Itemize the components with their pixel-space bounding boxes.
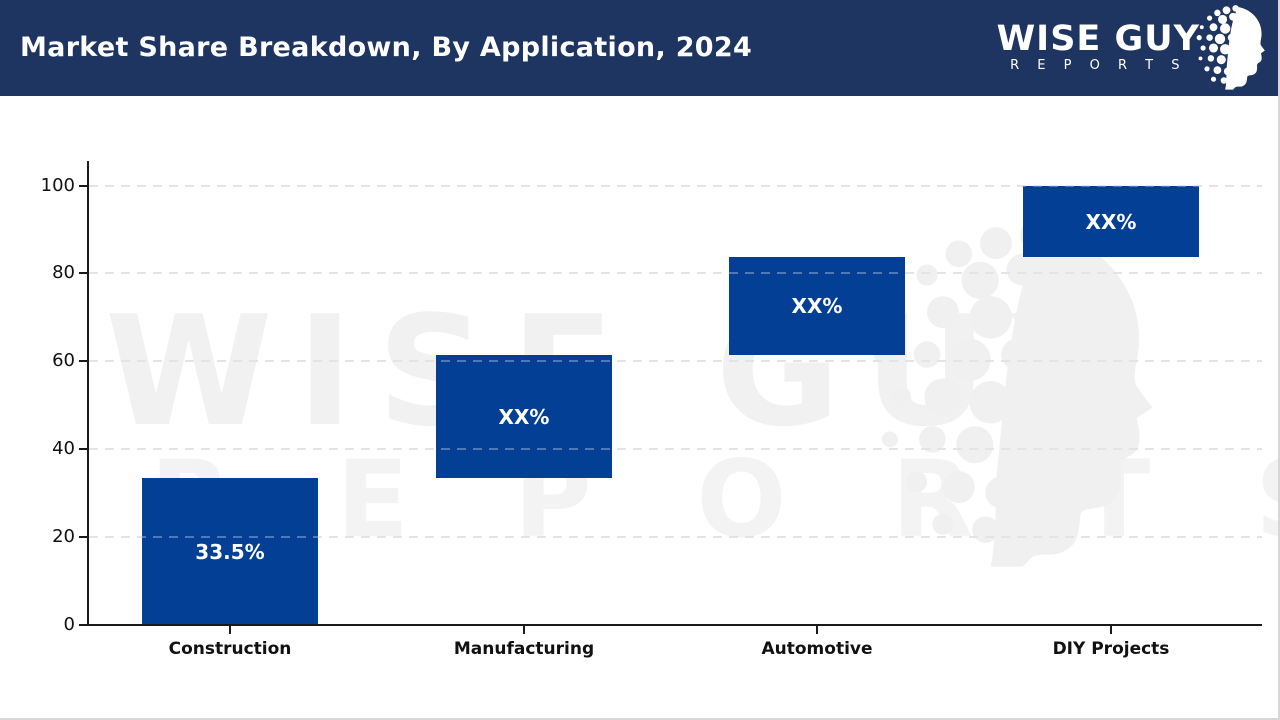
y-tick-label-80: 80 <box>52 262 75 283</box>
bar-manufacturing-value-label: XX% <box>498 404 550 429</box>
wiseguy-logo: WISE GUY R E P O R T S <box>997 0 1272 96</box>
y-tick-label-100: 100 <box>40 175 75 196</box>
y-axis-spine <box>87 161 89 626</box>
x-tick-manufacturing <box>523 626 525 634</box>
gridline-overlay-20 <box>89 536 1262 538</box>
bar-construction-value-label: 33.5% <box>195 539 265 564</box>
y-tick-40 <box>79 448 87 450</box>
bar-manufacturing: XX% <box>436 355 612 478</box>
gridline-overlay-80 <box>89 272 1262 274</box>
gridline-overlay-40 <box>89 448 1262 450</box>
y-tick-60 <box>79 360 87 362</box>
gridline-overlay-60 <box>89 360 1262 362</box>
y-tick-20 <box>79 536 87 538</box>
y-tick-label-60: 60 <box>52 350 75 371</box>
bar-automotive-value-label: XX% <box>791 294 843 318</box>
x-tick-automotive <box>816 626 818 634</box>
logo-text: WISE GUY R E P O R T S <box>997 22 1200 74</box>
y-tick-100 <box>79 185 87 187</box>
gridline-100 <box>89 185 1262 187</box>
header-band: Market Share Breakdown, By Application, … <box>0 0 1278 96</box>
category-label-diy-projects: DIY Projects <box>1052 639 1170 659</box>
gridline-20 <box>89 536 1262 538</box>
gridline-80 <box>89 272 1262 274</box>
y-tick-80 <box>79 272 87 274</box>
gridline-overlay-100 <box>89 185 1262 187</box>
y-tick-label-40: 40 <box>52 438 75 459</box>
logo-wordmark: WISE GUY <box>996 19 1200 59</box>
x-tick-diy-projects <box>1110 626 1112 634</box>
watermark-face-icon <box>874 222 1153 567</box>
dotted-face-logo-icon <box>1196 5 1265 90</box>
bar-automotive: XX% <box>729 257 905 355</box>
y-tick-label-0: 0 <box>63 614 75 635</box>
bar-diy-projects-value-label: XX% <box>1085 209 1137 234</box>
category-label-automotive: Automotive <box>761 639 873 659</box>
x-tick-construction <box>229 626 231 634</box>
category-label-construction: Construction <box>168 639 292 659</box>
gridline-60 <box>89 360 1262 362</box>
y-tick-0 <box>79 624 87 626</box>
bar-diy-projects: XX% <box>1023 186 1199 257</box>
chart-title: Market Share Breakdown, By Application, … <box>20 32 753 63</box>
gridline-40 <box>89 448 1262 450</box>
category-label-manufacturing: Manufacturing <box>453 639 595 659</box>
x-axis-spine <box>85 624 1262 626</box>
logo-subtitle: R E P O R T S <box>1010 58 1187 73</box>
y-tick-label-20: 20 <box>52 526 75 547</box>
bar-construction: 33.5% <box>142 478 318 625</box>
